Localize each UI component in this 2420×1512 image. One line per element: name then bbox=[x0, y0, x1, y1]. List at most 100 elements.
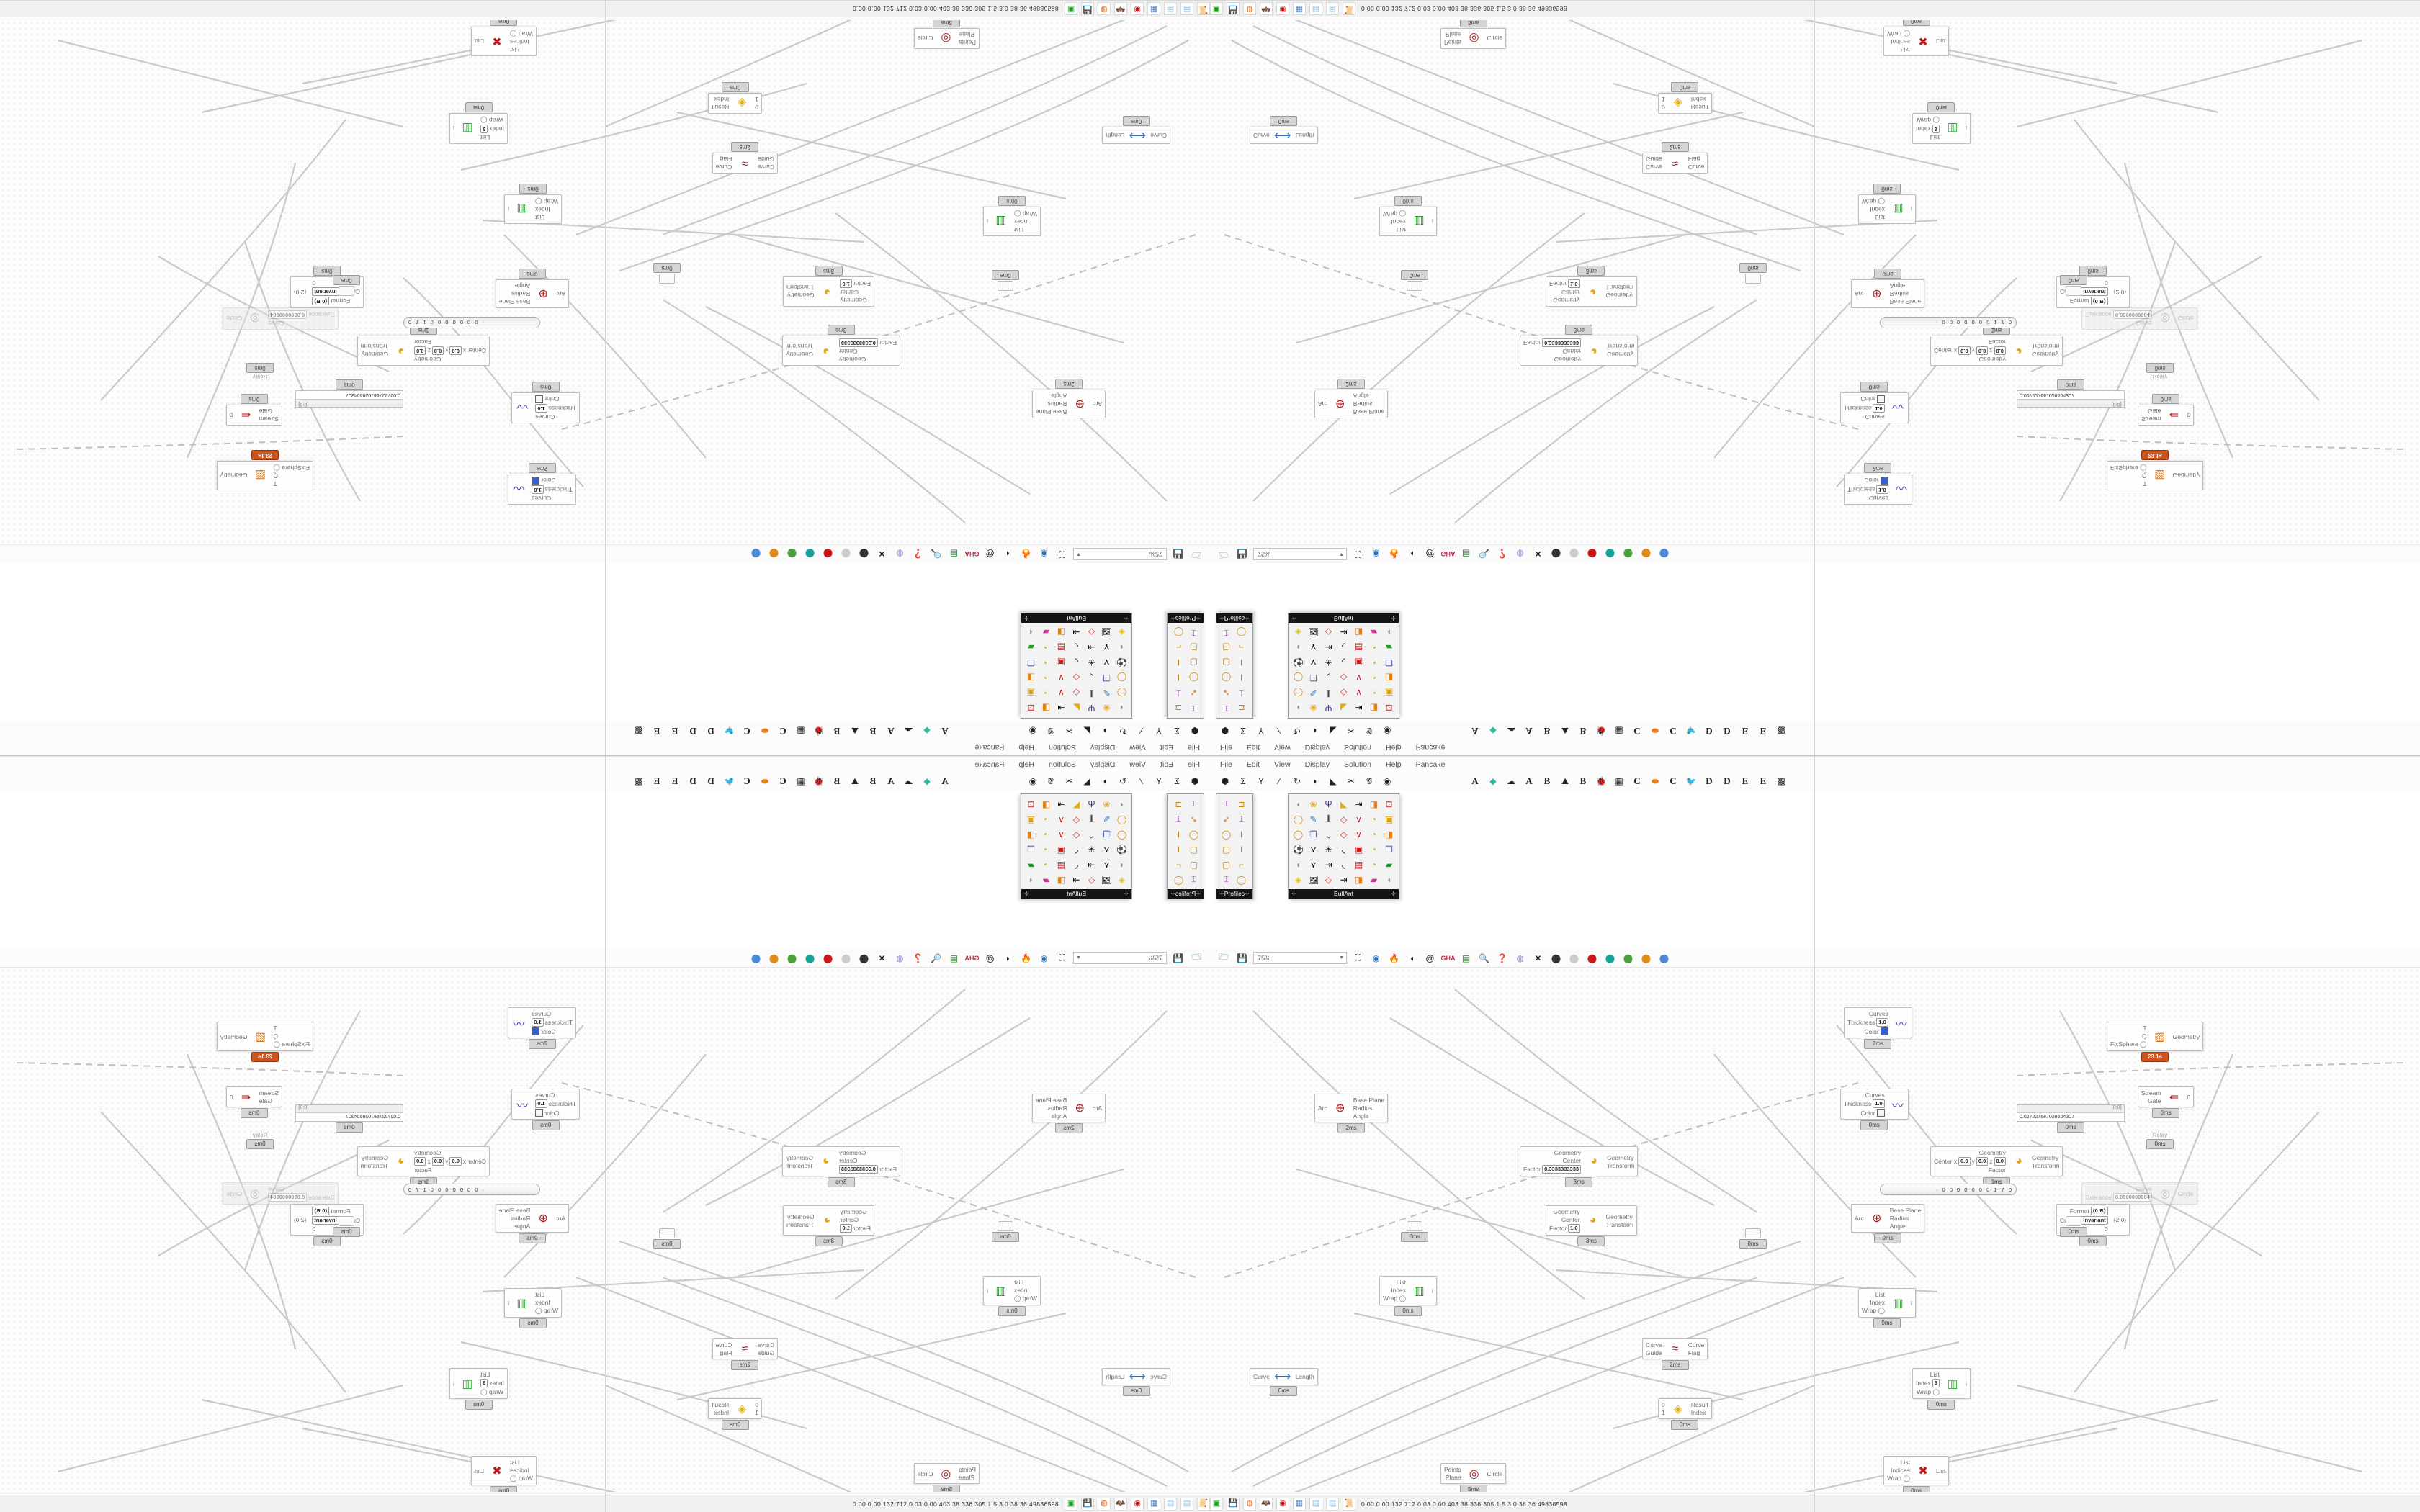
circle-ring-icon-2[interactable]: ◯ bbox=[1236, 627, 1247, 638]
notepad-icon-b[interactable]: ▤ bbox=[1180, 1497, 1193, 1511]
node-body[interactable]: Curve Tolerance 0.0000000004 ◎ Circle bbox=[223, 1182, 339, 1205]
frame-equal-icon[interactable]: ▤ bbox=[1057, 859, 1066, 870]
gh-node-kangaroo-solver[interactable]: T Q FixSphere ◯ ▨ Geometry 23.1s bbox=[2107, 1022, 2203, 1062]
sphere-teal-icon[interactable]: ⬤ bbox=[805, 953, 815, 963]
shuffle-icon[interactable]: ✕ bbox=[878, 953, 886, 963]
cone-gray-icon-3[interactable]: ◖ bbox=[1386, 627, 1392, 638]
extrude-icon[interactable]: ◖ bbox=[1005, 549, 1011, 559]
circle-ring-icon[interactable]: ◯ bbox=[1188, 829, 1199, 840]
taskbar-icons-br[interactable]: ▣ 💾 ◍ 🦇 ◉ ▦ ▤ ▤ 📜 bbox=[1210, 1497, 1355, 1511]
rainbow-plane-icon[interactable]: ▰ bbox=[1385, 859, 1393, 870]
light-bulb-icon[interactable]: ◍ bbox=[1516, 549, 1524, 559]
frame-red-icon[interactable]: ⊡ bbox=[1027, 703, 1035, 714]
hook-curve-icon-3[interactable]: ◟ bbox=[1342, 642, 1345, 653]
flame-render-icon[interactable]: 🔥 bbox=[1389, 953, 1399, 963]
node-body[interactable]: Arc ⊕ Base Plane Radius Angle bbox=[1031, 1094, 1106, 1122]
steel-i-icon-2[interactable]: ⌶ bbox=[1175, 814, 1182, 824]
out-radius[interactable]: Radius bbox=[1353, 400, 1373, 408]
hook-curve-icon-2[interactable]: ◟ bbox=[1075, 844, 1078, 855]
profiles-icon-grid[interactable]: ⌶ ⊐ ➶ ⌶ ◯ I ▢ I ▢ ⌐ ⌶ ◯ bbox=[1168, 623, 1204, 718]
param-curves[interactable]: Curves bbox=[1865, 1092, 1885, 1099]
gh-menu-view[interactable]: View bbox=[1129, 743, 1146, 752]
gh-menu-view[interactable]: View bbox=[1274, 743, 1291, 752]
node-body[interactable]: List Index Wrap ◯ ▥ i bbox=[1858, 1288, 1916, 1318]
hook-curve-icon-3[interactable]: ◟ bbox=[1075, 859, 1078, 870]
out-zero[interactable]: 0 bbox=[2187, 411, 2191, 419]
plate-yellow-icon[interactable]: ◣ bbox=[1072, 703, 1080, 714]
mountain-icon[interactable]: ⛰ bbox=[1561, 726, 1569, 737]
ring-orange-icon[interactable]: ◯ bbox=[1293, 814, 1304, 824]
spiral-icon[interactable]: ↻ bbox=[1293, 726, 1301, 736]
drum-gold-icon[interactable]: ◔ bbox=[1371, 814, 1377, 824]
cube-blue-icon[interactable]: ❐ bbox=[1309, 672, 1317, 683]
eye-visibility-icon[interactable]: ◉ bbox=[1040, 549, 1048, 559]
out-list[interactable]: List bbox=[1936, 1467, 1946, 1475]
sphere-teal-icon[interactable]: ⬤ bbox=[1605, 953, 1615, 963]
param-list[interactable]: List bbox=[1900, 1459, 1911, 1466]
gh-menu-edit[interactable]: Edit bbox=[1246, 760, 1260, 769]
ring-orange-icon-2[interactable]: ◯ bbox=[1116, 672, 1127, 683]
gh-tab-a1[interactable]: A bbox=[941, 775, 949, 786]
chevron-down-icon[interactable]: ▼ bbox=[1076, 955, 1081, 960]
toolbar-panel-profiles[interactable]: ⌶ ⊐ ➶ ⌶ ◯ I ▢ I ▢ ⌐ ⌶ ◯ ✛ Profiles ✛ bbox=[1167, 793, 1204, 899]
hook-curve-icon-2[interactable]: ◟ bbox=[1342, 657, 1345, 668]
dim-arrow-icon-3[interactable]: ⇥ bbox=[1072, 874, 1080, 885]
gh-node-curves-preview-1[interactable]: Curves Thickness 1.0 Color 〰 2ms bbox=[508, 1007, 576, 1049]
frame-node-icon[interactable]: ▣ bbox=[1384, 688, 1394, 698]
circle-ring-icon[interactable]: ◯ bbox=[1221, 829, 1232, 840]
surface-fold-icon[interactable]: ◨ bbox=[1041, 798, 1051, 809]
dim-arrow-icon-3[interactable]: ⇥ bbox=[1340, 874, 1348, 885]
out-index[interactable]: Index bbox=[714, 96, 730, 103]
ball-soccer-icon[interactable]: ⚽ bbox=[1116, 844, 1127, 855]
param-plane[interactable]: Plane bbox=[1445, 31, 1461, 38]
gh-node-curves-preview-1[interactable]: Curves Thickness 1.0 Color 〰 2ms bbox=[508, 463, 576, 505]
gh-relay-3[interactable]: 0ms bbox=[2060, 275, 2087, 296]
node-body[interactable]: Curve ⟷ Length bbox=[1102, 127, 1170, 144]
out-angle[interactable]: Angle bbox=[1353, 392, 1369, 400]
wye-node-icon[interactable]: Ψ bbox=[1088, 703, 1095, 714]
notepad-icon[interactable]: ▤ bbox=[1180, 2, 1193, 16]
i-beam-icon-2[interactable]: I bbox=[1177, 844, 1180, 855]
out-geometry[interactable]: Geometry bbox=[361, 1153, 389, 1161]
gh-relay-1[interactable]: 0ms bbox=[1401, 270, 1428, 291]
param-center[interactable]: Center bbox=[1561, 289, 1580, 296]
gh-node-scale-1[interactable]: Geometry Center Factor 0.3333333333 ◕ Ge… bbox=[781, 1146, 900, 1187]
square-tube-icon[interactable]: ▢ bbox=[1222, 657, 1231, 668]
sphere-grid-icon[interactable]: ❀ bbox=[1103, 703, 1111, 714]
param-list[interactable]: List bbox=[509, 1459, 520, 1466]
gh-tab-c2[interactable]: C bbox=[743, 726, 750, 737]
surface-fold-icon[interactable]: ◨ bbox=[1369, 703, 1379, 714]
gh-menu-file[interactable]: File bbox=[1188, 743, 1200, 752]
notes-scroll-icon[interactable]: 📜 bbox=[1197, 2, 1210, 16]
cone-gray-icon-2[interactable]: ◖ bbox=[1295, 859, 1301, 870]
save-disk-icon[interactable]: 💾 bbox=[1173, 549, 1183, 559]
gh-menu-help[interactable]: Help bbox=[1385, 743, 1402, 752]
gh-node-circle-3pt[interactable]: Points Plane ◎ Circle 5ms bbox=[1440, 1463, 1507, 1495]
gh-node-curve-length[interactable]: Curve ⟷ Length 0ms bbox=[1250, 116, 1318, 144]
hexagon-icon[interactable]: ⬢ bbox=[1221, 726, 1229, 736]
param-curve[interactable]: Curve bbox=[268, 320, 284, 327]
param-thickness[interactable]: Thickness 1.0 bbox=[532, 485, 573, 494]
param-curve[interactable]: Curve bbox=[1646, 1341, 1662, 1349]
sphere-teal-icon[interactable]: ⬤ bbox=[1605, 549, 1615, 559]
param-a[interactable]: 0 bbox=[1662, 104, 1665, 111]
gh-menu-display[interactable]: Display bbox=[1090, 743, 1116, 752]
gh-menu-edit[interactable]: Edit bbox=[1246, 743, 1260, 752]
curve-arrow-icon[interactable]: ➶ bbox=[1222, 814, 1230, 824]
drum-gold-icon-4[interactable]: ◔ bbox=[1043, 859, 1049, 870]
out-geometry[interactable]: Geometry bbox=[1605, 1212, 1633, 1220]
out-branch[interactable]: {2;0} bbox=[293, 289, 307, 296]
param-geometry[interactable]: Geometry bbox=[838, 1149, 866, 1156]
gh-node-relay[interactable]: Relay 0ms bbox=[246, 1132, 274, 1149]
node-body[interactable]: T Q FixSphere ◯ ▨ Geometry bbox=[217, 461, 313, 490]
param-zero[interactable]: 0 bbox=[312, 279, 316, 287]
sphere-orange-icon[interactable]: ⬤ bbox=[768, 953, 779, 963]
gh-menu-pancake[interactable]: Pancake bbox=[974, 743, 1005, 752]
gh-number-slider[interactable]: · 0 0 0 0 0 0 0 1 7 0 bbox=[1880, 317, 2017, 328]
sphere-green-icon[interactable]: ⬤ bbox=[786, 549, 797, 559]
gh-node-curves-preview-2[interactable]: Curves Thickness 1.0 Color 〰 0ms bbox=[1840, 382, 1909, 423]
out-transform[interactable]: Transform bbox=[785, 343, 813, 351]
bat-black-icon-m[interactable]: 🦇 bbox=[1260, 2, 1273, 16]
param-center[interactable]: Center bbox=[1561, 1216, 1580, 1223]
out-geometry[interactable]: Geometry bbox=[1607, 1153, 1634, 1161]
